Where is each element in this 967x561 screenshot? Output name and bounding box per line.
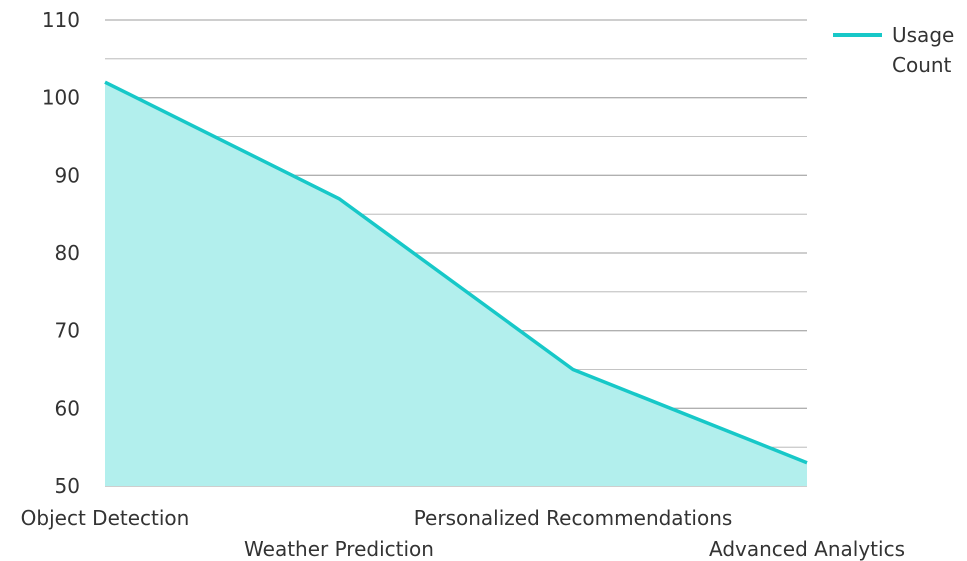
x-tick-label: Advanced Analytics — [709, 537, 905, 561]
y-tick-label: 50 — [55, 474, 80, 498]
series-line — [104, 80, 808, 465]
y-tick-label: 70 — [55, 319, 80, 343]
y-tick-label: 100 — [42, 86, 80, 110]
y-tick-label: 80 — [55, 241, 80, 265]
x-tick-label: Personalized Recommendations — [414, 506, 733, 530]
y-tick-label: 110 — [42, 8, 80, 32]
legend: Usage Count — [833, 23, 954, 77]
y-tick-label: 90 — [55, 163, 80, 187]
x-tick-label: Weather Prediction — [244, 537, 434, 561]
legend-label-line-1: Usage — [892, 23, 954, 47]
y-axis: 50 60 70 80 90 100 110 — [42, 8, 80, 498]
y-tick-label: 60 — [55, 396, 80, 420]
x-tick-label: Object Detection — [21, 506, 190, 530]
series-area-fill — [105, 82, 807, 486]
x-axis: Object Detection Weather Prediction Person… — [21, 506, 905, 561]
legend-label-line-2: Count — [892, 53, 952, 77]
